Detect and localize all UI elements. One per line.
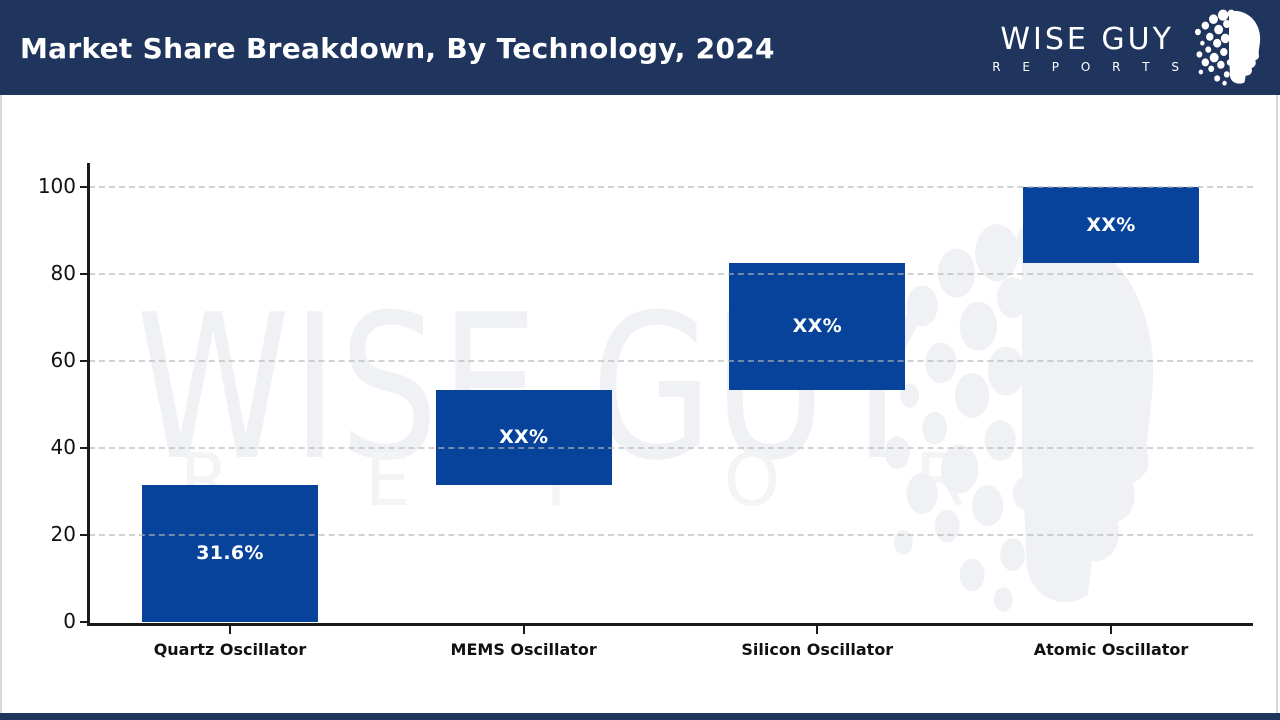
bar-quartz-oscillator: 31.6%	[142, 484, 318, 622]
gridline-y-40	[89, 447, 1253, 449]
y-tick-mark	[80, 621, 88, 623]
bar-value-label: 31.6%	[196, 542, 264, 565]
bar-value-label: XX%	[499, 426, 549, 449]
header-bar: Market Share Breakdown, By Technology, 2…	[0, 0, 1280, 95]
brand-logo: WISE GUY R E P O R T S	[986, 6, 1266, 90]
y-tick-mark	[80, 534, 88, 536]
gridline-y-100	[89, 186, 1253, 188]
x-tick-mark	[229, 626, 231, 634]
brand-name: WISE GUY	[1000, 22, 1174, 57]
y-tick-label: 40	[50, 435, 76, 459]
y-tick-mark	[80, 273, 88, 275]
y-tick-mark	[80, 186, 88, 188]
y-tick-label: 0	[63, 609, 76, 633]
y-tick-label: 80	[50, 261, 76, 285]
y-axis-line	[87, 163, 90, 625]
bar-value-label: XX%	[792, 315, 842, 338]
page-border-left	[0, 95, 2, 713]
x-tick-label: Atomic Oscillator	[1033, 640, 1189, 659]
x-tick-label: MEMS Oscillator	[450, 640, 597, 659]
page-title: Market Share Breakdown, By Technology, 2…	[20, 32, 775, 65]
x-tick-mark	[522, 626, 525, 634]
y-tick-mark	[80, 360, 88, 362]
bar-mems-oscillator: XX%	[435, 389, 612, 485]
bar-atomic-oscillator: XX%	[1023, 187, 1199, 264]
y-tick-label: 20	[50, 522, 76, 546]
x-tick-label: Silicon Oscillator	[741, 640, 894, 659]
gridline-y-60	[89, 360, 1253, 362]
gridline-y-80	[89, 273, 1253, 275]
x-axis-line	[87, 623, 1253, 626]
brand-head-icon	[1192, 8, 1266, 88]
footer-bar	[0, 713, 1280, 720]
page-border-right	[1276, 95, 1278, 713]
brand-subname: R E P O R T S	[992, 60, 1188, 74]
y-tick-mark	[80, 447, 88, 449]
y-tick-label: 60	[50, 348, 76, 372]
bar-silicon-oscillator: XX%	[729, 263, 906, 390]
bar-value-label: XX%	[1086, 214, 1136, 237]
brand-logo-text: WISE GUY R E P O R T S	[986, 22, 1188, 74]
x-tick-mark	[1110, 626, 1112, 634]
gridline-y-20	[89, 534, 1253, 536]
chart-plot-area: 0 20 40 60 80 100 31.6% Quartz Oscillator XX% MEM…	[0, 95, 1280, 713]
x-tick-label: Quartz Oscillator	[153, 640, 307, 659]
x-tick-mark	[816, 626, 819, 634]
y-tick-label: 100	[37, 174, 76, 198]
